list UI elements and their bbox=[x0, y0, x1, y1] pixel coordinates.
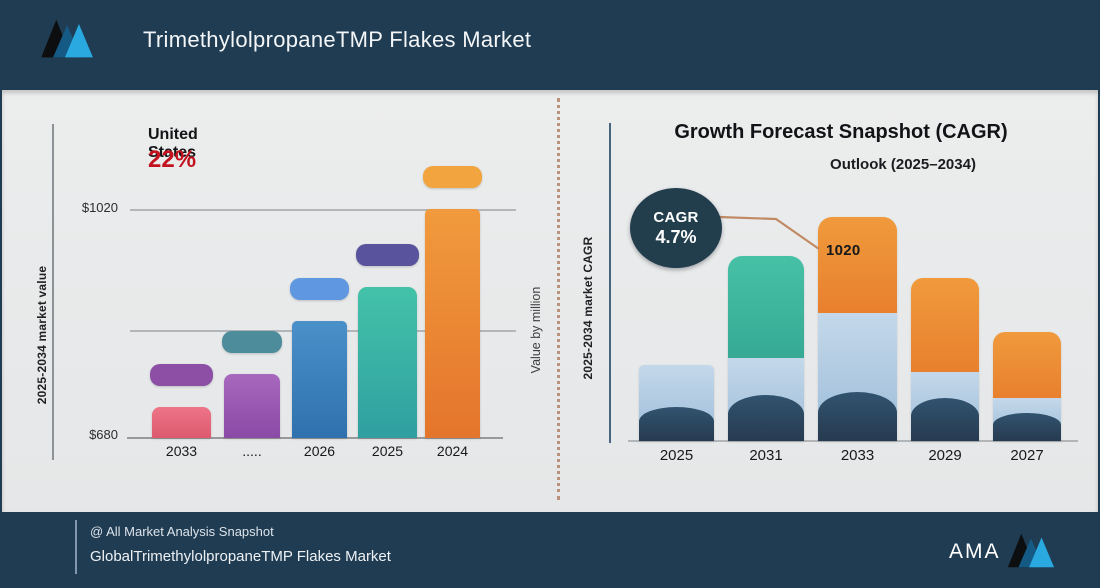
left-x-label-.....: ..... bbox=[242, 443, 262, 459]
tick-1020: $1020 bbox=[81, 200, 118, 215]
right-x-label-2031: 2031 bbox=[749, 447, 783, 464]
right-bar-base-dome bbox=[911, 398, 979, 441]
ama-logo-icon bbox=[41, 19, 93, 58]
tick-680: $680 bbox=[89, 427, 118, 442]
left-bar-cap-2033 bbox=[150, 364, 213, 387]
right-x-label-2025: 2025 bbox=[659, 447, 694, 464]
page-title: TrimethylolpropaneTMP Flakes Market bbox=[143, 27, 532, 52]
right-bar-2025 bbox=[639, 365, 714, 441]
right-bar-base-dome bbox=[728, 395, 804, 441]
left-bar-..... bbox=[224, 374, 280, 438]
left-bar-cap-2024 bbox=[423, 166, 482, 188]
right-bar-2027 bbox=[993, 332, 1061, 441]
left-chart-title: United States bbox=[148, 126, 198, 161]
left-x-label-2024: 2024 bbox=[436, 443, 469, 459]
footer-market-name: GlobalTrimethylolpropaneTMP Flakes Marke… bbox=[90, 548, 391, 565]
cagr-badge-label: CAGR bbox=[653, 208, 699, 226]
right-bar-segment-orange bbox=[993, 332, 1061, 398]
right-bar-segment-orange bbox=[911, 278, 979, 372]
footer: @ All Market Analysis Snapshot GlobalTri… bbox=[0, 512, 1100, 588]
right-x-label-2027: 2027 bbox=[1010, 447, 1044, 464]
right-bar-2029 bbox=[911, 278, 979, 441]
right-bar-2033 bbox=[818, 217, 897, 441]
footer-brand-text: AMA bbox=[949, 540, 1001, 563]
right-x-label-2033: 2033 bbox=[840, 447, 875, 464]
left-x-label-2025: 2025 bbox=[371, 443, 404, 459]
gridline-top bbox=[130, 209, 516, 211]
right-bar-segment-orange bbox=[818, 217, 897, 313]
right-chart-title: Growth Forecast Snapshot (CAGR) bbox=[674, 121, 1008, 143]
right-chart-subtitle: Outlook (2025–2034) bbox=[830, 156, 976, 173]
left-bar-cap-..... bbox=[222, 331, 282, 353]
footer-note: @ All Market Analysis Snapshot bbox=[90, 524, 274, 539]
left-bar-2033 bbox=[152, 407, 211, 438]
ama-logo-icon bbox=[1007, 533, 1055, 568]
left-bar-2025 bbox=[358, 287, 417, 438]
panel-divider bbox=[557, 98, 560, 500]
cagr-badge: CAGR 4.7% bbox=[630, 188, 722, 268]
right-x-axis-line bbox=[628, 440, 1078, 442]
right-bar-segment-teal bbox=[728, 256, 804, 358]
header: TrimethylolpropaneTMP Flakes Market bbox=[0, 0, 1100, 90]
right-x-label-2029: 2029 bbox=[928, 447, 962, 464]
bar-data-label: 1020 bbox=[826, 242, 861, 259]
left-x-label-2026: 2026 bbox=[303, 443, 336, 459]
left-chart-highlight: 22% bbox=[148, 146, 197, 173]
right-bar-2031 bbox=[728, 256, 804, 441]
left-y-axis-line bbox=[52, 124, 54, 460]
right-bar-base-dome bbox=[993, 413, 1061, 441]
cagr-badge-value: 4.7% bbox=[655, 226, 697, 247]
left-bar-cap-2026 bbox=[290, 277, 349, 300]
left-y-axis-title: 2025-2034 market value bbox=[35, 265, 49, 405]
callout-line bbox=[718, 215, 820, 250]
right-y-axis-title: 2025-2034 market CAGR bbox=[581, 236, 595, 380]
left-x-axis-line bbox=[127, 437, 503, 439]
footer-rule bbox=[75, 520, 77, 574]
right-y-axis-line bbox=[609, 123, 611, 443]
left-x-label-2033: 2033 bbox=[165, 443, 198, 459]
value-axis-note: Value by million bbox=[529, 286, 543, 374]
left-bar-cap-2025 bbox=[356, 244, 419, 267]
right-bar-base-dome bbox=[639, 407, 714, 441]
left-bar-2026 bbox=[292, 320, 347, 438]
left-bar-2024 bbox=[425, 209, 480, 438]
right-bar-base-dome bbox=[818, 392, 897, 441]
